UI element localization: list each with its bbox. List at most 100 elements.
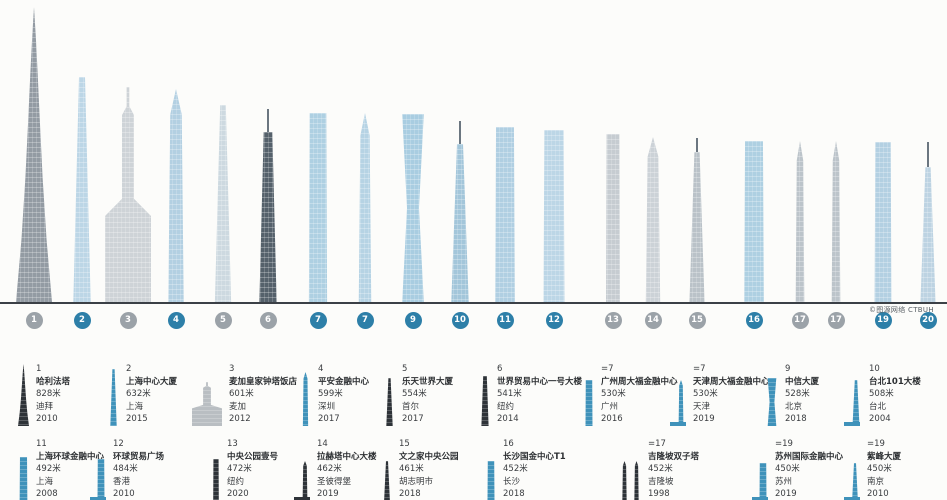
- building-name: 中信大厦: [785, 376, 820, 387]
- legend-entry-rank-6: 6 世界贸易中心一号大楼 541米 纽约 2014: [480, 363, 582, 426]
- mini-building-shape: [19, 456, 28, 500]
- mini-building-icon: [212, 458, 220, 500]
- building-body: [606, 134, 620, 302]
- legend-entry-text: 16 长沙国金中心T1 452米 长沙 2018: [503, 438, 566, 500]
- mini-building-podium: [844, 496, 860, 500]
- legend-entry-text: 3 麦加皇家钟塔饭店 601米 麦加 2012: [229, 363, 297, 426]
- legend-entry-text: 9 中信大厦 528米 北京 2018: [785, 363, 819, 426]
- building-petronas-tower-1: [791, 141, 809, 302]
- mini-building-icon: [752, 462, 768, 500]
- building-ping-an-finance-center: [160, 89, 192, 302]
- legend-entry-text: =7 广州周大福金融中心 530米 广州 2016: [601, 363, 678, 426]
- legend-entry-rank-14: 14 拉赫塔中心大楼 462米 圣彼得堡 2019: [294, 438, 377, 500]
- mini-building-shape: [384, 460, 390, 500]
- legend-entry-rank-13: 13 中央公园壹号 472米 纽约 2020: [212, 438, 278, 500]
- building-height: 472米: [227, 464, 252, 475]
- building-city: 胡志明市: [399, 476, 434, 487]
- building-body: [495, 127, 515, 302]
- building-body: [259, 132, 277, 302]
- rank-badge-13: 13: [604, 312, 622, 329]
- mini-building-icon: [844, 462, 860, 500]
- mini-building-icon: [620, 460, 641, 500]
- legend-entry-rank-tied-7: =7 广州周大福金融中心 530米 广州 2016: [584, 363, 678, 426]
- building-height: 461米: [399, 464, 424, 475]
- mini-building-shape: [302, 371, 309, 426]
- mini-building-shape: [852, 379, 860, 426]
- building-height: 632米: [126, 389, 151, 400]
- legend-entry-text: =19 紫峰大厦 450米 南京 2010: [867, 438, 901, 500]
- mini-building-shape: [18, 363, 29, 426]
- mini-building-shape: [481, 375, 489, 426]
- rank-badge-7: 7: [356, 312, 374, 329]
- ground-line: [0, 302, 947, 304]
- legend-entry-rank-10: 10 台北101大楼 508米 台北 2004: [844, 363, 921, 426]
- building-central-park-tower: [603, 134, 623, 302]
- building-body: [543, 130, 565, 302]
- building-height: 530米: [601, 389, 626, 400]
- mini-building-icon: [294, 460, 310, 500]
- mini-building-podium: [752, 496, 768, 500]
- building-name: 世界贸易中心一号大楼: [497, 376, 583, 387]
- building-height: 554米: [402, 389, 427, 400]
- mini-building-shape: [678, 379, 684, 426]
- mini-building-icon: [18, 363, 29, 426]
- building-body: [105, 87, 151, 302]
- mini-building-shape: [585, 379, 593, 426]
- building-year: 2019: [775, 489, 797, 500]
- building-lotte-world-tower: [209, 105, 237, 302]
- legend-entry-text: 13 中央公园壹号 472米 纽约 2020: [227, 438, 278, 500]
- rank-badge-14: 14: [644, 312, 662, 329]
- rank-label: 12: [113, 439, 124, 449]
- building-city: 迪拜: [36, 401, 54, 412]
- legend-entry-text: =19 苏州国际金融中心 450米 苏州 2019: [775, 438, 843, 500]
- rank-label: 9: [785, 364, 791, 374]
- building-name: 环球贸易广场: [113, 451, 165, 462]
- building-city: 南京: [867, 476, 885, 487]
- rank-label: 6: [497, 364, 503, 374]
- rank-badge-12: 12: [545, 312, 563, 329]
- building-lakhta-center: [638, 137, 668, 302]
- building-body: [920, 167, 936, 302]
- rank-badge-7: 7: [309, 312, 327, 329]
- mini-building-shape: [759, 462, 767, 500]
- legend-entry-text: 6 世界贸易中心一号大楼 541米 纽约 2014: [497, 363, 582, 426]
- mini-building-shape: [110, 368, 117, 426]
- rank-label: =19: [867, 439, 885, 449]
- building-body: [16, 7, 52, 302]
- mini-building-icon: [766, 377, 778, 426]
- rank-badge-4: 4: [167, 312, 185, 329]
- mini-building-shape: [386, 377, 393, 426]
- building-year: 2008: [36, 489, 58, 500]
- building-name: 麦加皇家钟塔饭店: [229, 376, 298, 387]
- legend-entry-rank-4: 4 平安金融中心 599米 深圳 2017: [300, 363, 369, 426]
- building-tianjin-ctf: [352, 113, 378, 302]
- building-name: 乐天世界大厦: [402, 376, 454, 387]
- building-year: 2015: [126, 414, 148, 425]
- mini-building-icon: [90, 458, 106, 500]
- building-city: 圣彼得堡: [317, 476, 352, 487]
- building-name: 上海环球金融中心: [36, 451, 105, 462]
- rank-label: =7: [601, 364, 614, 374]
- building-year: 2018: [399, 489, 421, 500]
- building-body: [744, 141, 764, 302]
- building-year: 2010: [113, 489, 135, 500]
- legend-entry-text: =17 吉隆坡双子塔 452米 吉隆坡 1998: [648, 438, 699, 500]
- rank-badge-19: 19: [874, 312, 892, 329]
- rank-label: 2: [126, 364, 132, 374]
- rank-badge-5: 5: [214, 312, 232, 329]
- mini-building-podium: [670, 421, 686, 426]
- building-year: 2018: [785, 414, 807, 425]
- building-name: 平安金融中心: [318, 376, 370, 387]
- building-year: 2019: [317, 489, 339, 500]
- legend-entry-rank-tied-17: =17 吉隆坡双子塔 452米 吉隆坡 1998: [620, 438, 699, 500]
- building-city: 麦加: [229, 401, 247, 412]
- building-spire: [927, 142, 929, 167]
- mini-building-shape: [487, 460, 495, 500]
- rank-label: 14: [317, 439, 328, 449]
- watermark-credit: ©图源网络 CTBUH: [869, 306, 934, 314]
- legend-entry-text: =7 天津周大福金融中心 530米 天津 2019: [693, 363, 770, 426]
- building-landmark-81: [684, 138, 710, 302]
- building-year: 2004: [869, 414, 891, 425]
- skyline-illustration: [16, 7, 936, 302]
